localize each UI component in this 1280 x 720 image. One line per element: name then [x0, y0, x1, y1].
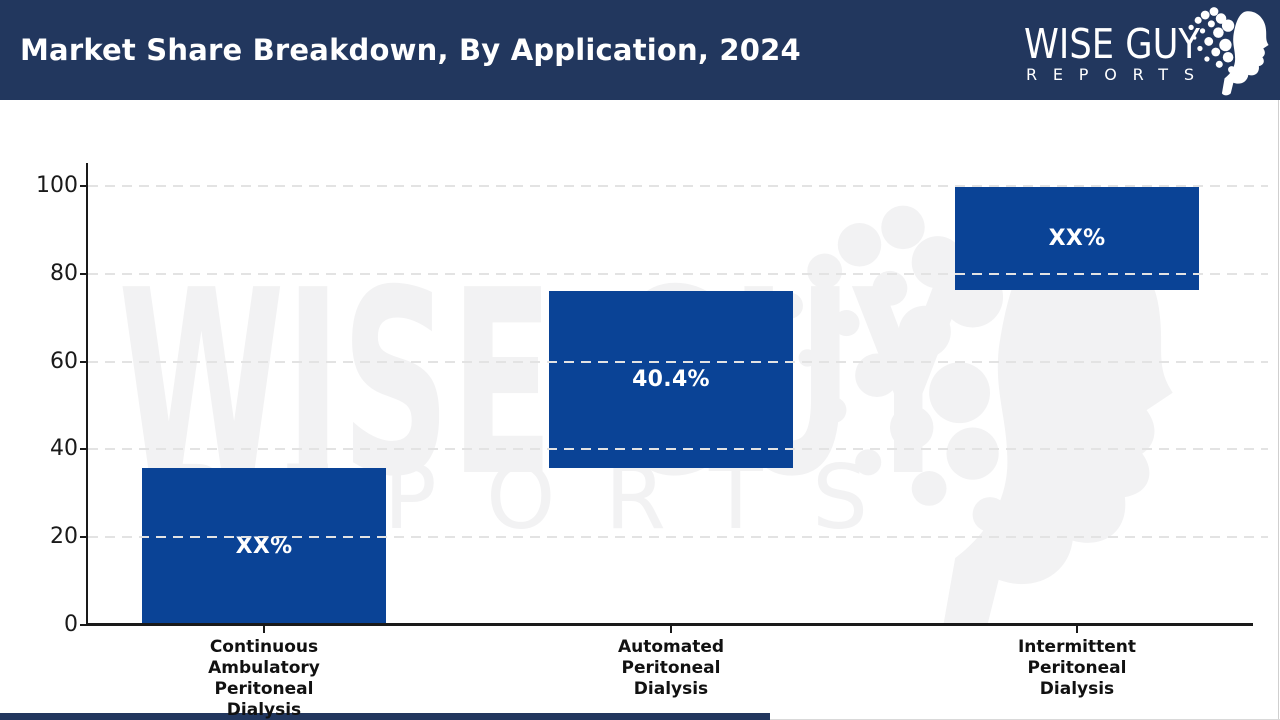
category-label-line: Dialysis [1039, 679, 1115, 699]
category-label-3: Intermittent Peritoneal Dialysis [917, 637, 1237, 700]
category-label-line: Peritoneal [1027, 658, 1127, 678]
y-axis-spine [86, 163, 88, 625]
category-label-1: Continuous Ambulatory Peritoneal Dialysis [104, 637, 424, 720]
y-tick-label-100: 100 [36, 173, 78, 199]
y-tick-mark-60 [80, 360, 87, 363]
y-tick-label-40: 40 [50, 436, 78, 462]
category-label-2: Automated Peritoneal Dialysis [511, 637, 831, 700]
chart-plot-area: WISE GUY REPORTS 020406080100XX%Continuo… [0, 100, 1280, 720]
category-label-line: Peritoneal [214, 679, 314, 699]
x-tick-mark-3 [1076, 626, 1078, 633]
watermark-head-icon [776, 205, 1173, 625]
gridline-40 [88, 448, 1268, 451]
x-tick-mark-2 [670, 626, 672, 633]
x-tick-mark-1 [263, 626, 265, 633]
gridline-80 [88, 272, 1268, 275]
y-tick-label-60: 60 [50, 348, 78, 374]
logo-head-icon [1188, 7, 1269, 96]
logo-wordmark: WISE GUY [1024, 20, 1201, 68]
y-tick-mark-40 [80, 448, 87, 451]
header-band: Market Share Breakdown, By Application, … [0, 0, 1280, 100]
gridline-60 [88, 360, 1268, 363]
x-axis-baseline [86, 623, 1253, 626]
y-tick-mark-80 [80, 272, 87, 275]
category-label-line: Intermittent [1017, 637, 1137, 657]
y-tick-mark-100 [80, 185, 87, 188]
y-tick-label-0: 0 [64, 611, 78, 637]
y-tick-label-20: 20 [50, 523, 78, 549]
category-label-line: Dialysis [226, 700, 302, 720]
category-label-line: Continuous [209, 637, 319, 657]
y-tick-mark-0 [80, 623, 87, 626]
y-tick-label-80: 80 [50, 260, 78, 286]
category-label-line: Ambulatory [208, 658, 320, 678]
canvas-right-border [1278, 100, 1279, 720]
gridline-100 [88, 185, 1268, 188]
category-label-line: Peritoneal [621, 658, 721, 678]
bar-segment-2: 40.4% [549, 290, 793, 468]
category-label-line: Dialysis [633, 679, 709, 699]
gridline-20 [88, 535, 1268, 538]
footer-accent-bar [0, 713, 770, 720]
page-title: Market Share Breakdown, By Application, … [20, 33, 801, 67]
category-label-line: Automated [617, 637, 725, 657]
bar-segment-3: XX% [955, 186, 1199, 290]
bar-value-label-2: 40.4% [632, 366, 710, 392]
wise-guy-reports-logo: WISE GUY REPORTS [1024, 7, 1269, 96]
bar-value-label-3: XX% [1048, 225, 1106, 251]
y-tick-mark-20 [80, 535, 87, 538]
bar-segment-1: XX% [142, 467, 386, 625]
